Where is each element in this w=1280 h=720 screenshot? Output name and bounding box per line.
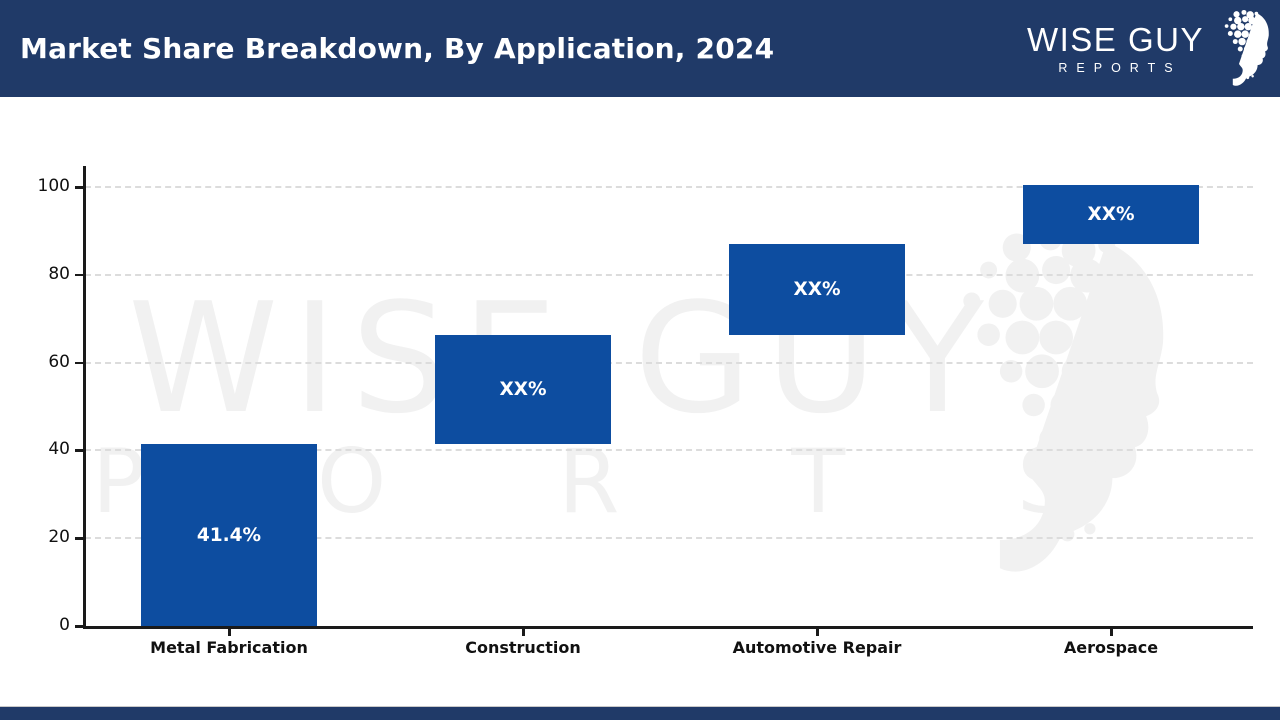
y-tick-mark xyxy=(75,449,84,452)
y-axis-line xyxy=(83,166,86,628)
logo-wordmark: WISE GUY xyxy=(1027,23,1204,56)
x-category-label: Metal Fabrication xyxy=(109,638,349,657)
header-bar: Market Share Breakdown, By Application, … xyxy=(0,0,1280,97)
x-category-label: Construction xyxy=(403,638,643,657)
x-tick-mark xyxy=(228,627,231,636)
x-axis-line xyxy=(83,626,1253,629)
x-category-label: Automotive Repair xyxy=(697,638,937,657)
watermark-head-icon xyxy=(878,225,1178,585)
y-tick-mark xyxy=(75,274,84,277)
bar-construction: XX% xyxy=(435,335,611,444)
bar-aerospace: XX% xyxy=(1023,185,1199,244)
bar-value-label: 41.4% xyxy=(197,525,261,546)
y-tick-mark xyxy=(75,537,84,540)
y-tick-mark xyxy=(75,186,84,189)
x-category-label: Aerospace xyxy=(991,638,1231,657)
y-tick-label: 60 xyxy=(10,352,70,372)
bar-value-label: XX% xyxy=(1087,204,1134,225)
page-title: Market Share Breakdown, By Application, … xyxy=(20,32,774,65)
bar-value-label: XX% xyxy=(793,279,840,300)
x-tick-mark xyxy=(522,627,525,636)
gridline-y-60 xyxy=(85,362,1253,364)
logo-head-icon xyxy=(1208,9,1270,89)
bar-value-label: XX% xyxy=(499,379,546,400)
bar-metal-fabrication: 41.4% xyxy=(141,444,317,626)
y-tick-mark xyxy=(75,362,84,365)
x-tick-mark xyxy=(816,627,819,636)
x-tick-mark xyxy=(1110,627,1113,636)
bar-automotive-repair: XX% xyxy=(729,244,905,335)
gridline-y-80 xyxy=(85,274,1253,276)
y-tick-label: 20 xyxy=(10,527,70,547)
logo: WISE GUY REPORTS xyxy=(1027,9,1270,89)
y-tick-mark xyxy=(75,625,84,628)
chart-figure: Market Share Breakdown, By Application, … xyxy=(0,0,1280,720)
logo-text: WISE GUY REPORTS xyxy=(1027,23,1204,75)
logo-subtext: REPORTS xyxy=(1049,61,1181,75)
y-tick-label: 100 xyxy=(10,176,70,196)
y-tick-label: 40 xyxy=(10,439,70,459)
footer-bar xyxy=(0,706,1280,720)
y-tick-label: 0 xyxy=(10,615,70,635)
y-tick-label: 80 xyxy=(10,264,70,284)
